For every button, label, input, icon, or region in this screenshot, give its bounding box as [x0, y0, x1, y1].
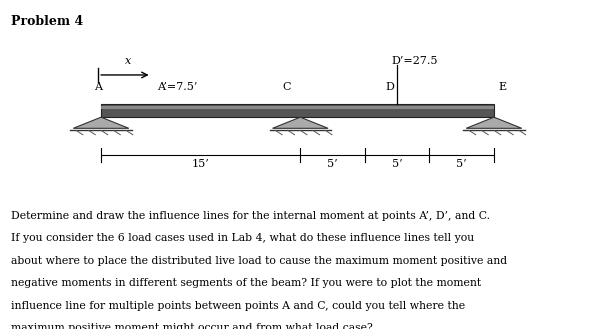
Text: x: x: [124, 56, 131, 66]
Text: E: E: [498, 83, 507, 92]
FancyBboxPatch shape: [101, 106, 494, 109]
Text: influence line for multiple points between points A and C, could you tell where : influence line for multiple points betwe…: [11, 301, 465, 311]
Text: negative moments in different segments of the beam? If you were to plot the mome: negative moments in different segments o…: [11, 278, 481, 288]
Text: A’=7.5’: A’=7.5’: [157, 83, 197, 92]
FancyBboxPatch shape: [101, 104, 494, 117]
Polygon shape: [73, 117, 129, 128]
Text: If you consider the 6 load cases used in Lab 4, what do these influence lines te: If you consider the 6 load cases used in…: [11, 234, 474, 243]
Text: 5’: 5’: [328, 159, 338, 168]
Text: D: D: [386, 83, 395, 92]
Text: D’=27.5: D’=27.5: [391, 56, 438, 66]
Text: 5’: 5’: [392, 159, 403, 168]
Text: A: A: [94, 83, 102, 92]
Text: maximum positive moment might occur and from what load case?: maximum positive moment might occur and …: [11, 323, 373, 329]
Text: Problem 4: Problem 4: [11, 14, 84, 28]
Text: 15’: 15’: [192, 159, 210, 168]
Polygon shape: [272, 117, 328, 128]
Polygon shape: [466, 117, 522, 128]
Text: Determine and draw the influence lines for the internal moment at points A’, D’,: Determine and draw the influence lines f…: [11, 211, 490, 221]
Text: about where to place the distributed live load to cause the maximum moment posit: about where to place the distributed liv…: [11, 256, 507, 266]
Text: 5’: 5’: [456, 159, 467, 168]
Text: C: C: [282, 83, 290, 92]
